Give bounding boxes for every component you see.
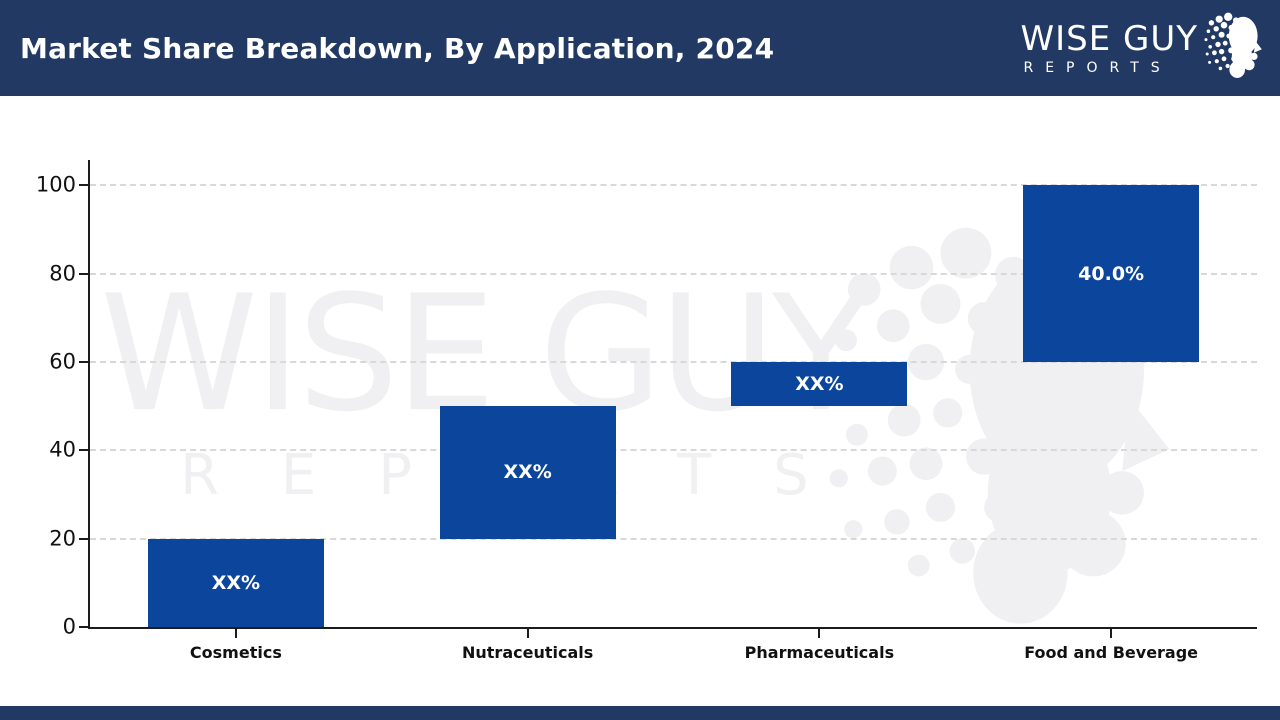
y-tick-label-80: 80 <box>49 261 76 286</box>
brand-subtitle: REPORTS <box>1023 59 1172 76</box>
y-tick-label-100: 100 <box>35 172 76 197</box>
y-tick-label-60: 60 <box>49 349 76 374</box>
y-tick-mark-0 <box>79 626 88 628</box>
footer-bar <box>0 706 1280 720</box>
brand-logo-text: WISE GUY REPORTS <box>1020 22 1198 75</box>
plot-area: 0 20 40 60 80 100 XX% Cosmetics XX% Nutraceutical… <box>36 160 1257 662</box>
bar-food-and-beverage: 40.0% <box>1023 185 1200 362</box>
brand-head-icon <box>1200 12 1266 84</box>
gridline-40 <box>90 449 1257 452</box>
y-tick-mark-80 <box>79 272 88 275</box>
x-tick-mark-pharmaceuticals <box>818 627 821 638</box>
y-tick-mark-60 <box>79 360 88 363</box>
brand-logo: WISE GUY REPORTS <box>1020 12 1266 84</box>
gridline-60 <box>90 360 1257 363</box>
page-title: Market Share Breakdown, By Application, … <box>20 31 775 65</box>
gridline-20 <box>90 537 1257 540</box>
bar-value-label-pharmaceuticals: XX% <box>795 373 844 395</box>
x-category-label-nutraceuticals: Nutraceuticals <box>461 643 594 662</box>
bar-value-label-nutraceuticals: XX% <box>503 461 552 484</box>
y-tick-mark-40 <box>79 449 88 452</box>
bar-nutraceuticals: XX% <box>439 406 616 539</box>
x-category-label-food-and-beverage: Food and Beverage <box>1024 643 1199 662</box>
x-tick-mark-cosmetics <box>234 627 237 638</box>
header-bar: Market Share Breakdown, By Application, … <box>0 0 1280 96</box>
y-tick-label-40: 40 <box>49 437 76 462</box>
y-tick-label-0: 0 <box>62 614 76 639</box>
x-tick-mark-nutraceuticals <box>526 627 529 638</box>
chart-area: WISE GUY REPORTS 020406080100XX%Cosmetic… <box>0 96 1280 706</box>
y-tick-mark-20 <box>79 537 88 540</box>
x-tick-mark-food-and-beverage <box>1110 627 1113 638</box>
bar-value-label-cosmetics: XX% <box>211 571 261 594</box>
gridline-80 <box>90 272 1257 275</box>
brand-name: WISE GUY <box>1020 18 1198 59</box>
bar-value-label-food-and-beverage: 40.0% <box>1078 262 1145 285</box>
y-tick-label-20: 20 <box>49 526 76 551</box>
gridline-100 <box>90 184 1257 187</box>
bar-cosmetics: XX% <box>147 538 324 627</box>
bar-pharmaceuticals: XX% <box>731 361 908 407</box>
x-category-label-cosmetics: Cosmetics <box>189 643 282 662</box>
y-tick-mark-100 <box>79 184 88 187</box>
x-category-label-pharmaceuticals: Pharmaceuticals <box>744 643 895 662</box>
